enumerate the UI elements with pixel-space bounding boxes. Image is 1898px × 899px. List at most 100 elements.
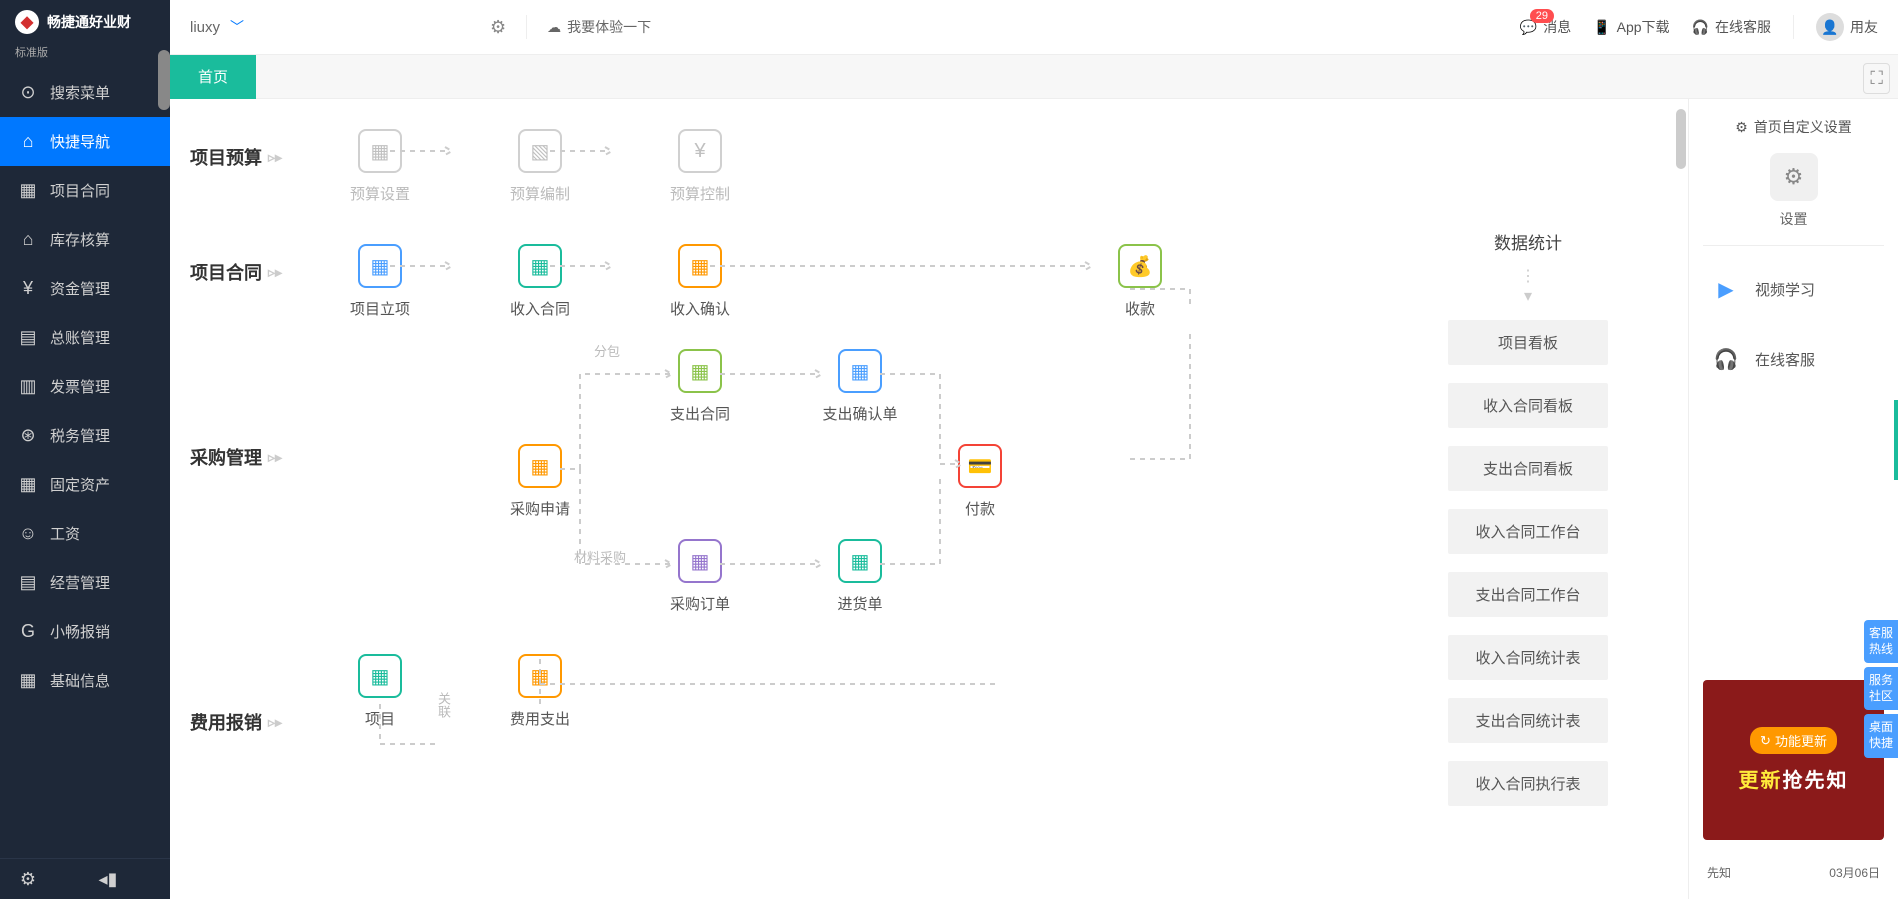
- content-area: 项目预算 ▹▸ ▦ 预算设置 ▧ 预算编制 ¥: [170, 99, 1898, 899]
- node-budget-compile[interactable]: ▧ 预算编制: [460, 129, 620, 204]
- document-icon: ▦: [518, 444, 562, 488]
- app-download-button[interactable]: 📱 App下载: [1593, 17, 1669, 37]
- stats-button-7[interactable]: 收入合同执行表: [1448, 761, 1608, 806]
- node-project-setup[interactable]: ▦ 项目立项: [300, 244, 460, 319]
- headset-icon: 🎧: [1711, 344, 1741, 374]
- wallet-icon: 💳: [958, 444, 1002, 488]
- sidebar-scrollbar[interactable]: [158, 50, 170, 110]
- video-learning-link[interactable]: ▶ 视频学习: [1703, 262, 1884, 316]
- node-receive-payment[interactable]: 💰 收款: [1100, 244, 1180, 319]
- user-profile[interactable]: 👤 用友: [1816, 13, 1878, 41]
- branch-label-guanlian: 关联: [430, 692, 457, 718]
- node-income-confirm[interactable]: ▦ 收入确认: [620, 244, 780, 319]
- stats-button-4[interactable]: 支出合同工作台: [1448, 572, 1608, 617]
- node-purchase-order[interactable]: ▦ 采购订单: [620, 539, 780, 614]
- tabbar: 首页 ⛶: [170, 55, 1898, 99]
- settings-box: ⚙ 设置: [1703, 153, 1884, 229]
- document-icon: ▦: [358, 244, 402, 288]
- section-contract: 项目合同 ▹▸ ▦ 项目立项 ▦ 收入合同 ▦: [190, 244, 1668, 319]
- float-tab-shortcut[interactable]: 桌面快捷: [1864, 714, 1898, 757]
- online-service-link[interactable]: 🎧 在线客服: [1703, 332, 1884, 386]
- node-budget-control[interactable]: ¥ 预算控制: [620, 129, 780, 204]
- main-area: liuxy ﹀ ⚙ ☁ 我要体验一下 💬 29 消息 📱 App下载: [170, 0, 1898, 899]
- gear-icon[interactable]: ⚙: [490, 17, 506, 38]
- float-tab-community[interactable]: 服务社区: [1864, 667, 1898, 710]
- sidebar-item-3[interactable]: ⌂库存核算: [0, 215, 170, 264]
- menu-icon: ▦: [18, 475, 38, 495]
- menu-label: 经营管理: [50, 572, 110, 593]
- node-purchase-apply[interactable]: ▦ 采购申请: [460, 444, 620, 519]
- sidebar-item-2[interactable]: ▦项目合同: [0, 166, 170, 215]
- messages-button[interactable]: 💬 29 消息: [1520, 17, 1571, 37]
- stats-button-1[interactable]: 收入合同看板: [1448, 383, 1608, 428]
- expand-icon[interactable]: ▹▸: [268, 449, 282, 466]
- sidebar-item-8[interactable]: ▦固定资产: [0, 460, 170, 509]
- experience-link[interactable]: ☁ 我要体验一下: [547, 17, 651, 37]
- settings-button[interactable]: ⚙: [1770, 153, 1818, 201]
- menu-icon: ⌂: [18, 132, 38, 152]
- menu-label: 小畅报销: [50, 621, 110, 642]
- sidebar-item-6[interactable]: ▥发票管理: [0, 362, 170, 411]
- stats-button-5[interactable]: 收入合同统计表: [1448, 635, 1608, 680]
- refresh-icon: ↻: [1760, 733, 1771, 749]
- tab-home[interactable]: 首页: [170, 55, 256, 99]
- custom-settings-title: ⚙ 首页自定义设置: [1703, 117, 1884, 137]
- stats-button-2[interactable]: 支出合同看板: [1448, 446, 1608, 491]
- menu-icon: ¥: [18, 279, 38, 299]
- promo-box[interactable]: ↻ 功能更新 更新抢先知: [1703, 680, 1884, 840]
- sidebar-footer: ⚙ ◂▮: [0, 858, 170, 899]
- sidebar-item-5[interactable]: ▤总账管理: [0, 313, 170, 362]
- service-label: 在线客服: [1715, 17, 1771, 37]
- node-expense-contract[interactable]: ▦ 支出合同: [620, 349, 780, 424]
- node-expense-confirm[interactable]: ▦ 支出确认单: [780, 349, 940, 424]
- sidebar-item-4[interactable]: ¥资金管理: [0, 264, 170, 313]
- node-goods-receipt[interactable]: ▦ 进货单: [780, 539, 940, 614]
- sidebar-item-10[interactable]: ▤经营管理: [0, 558, 170, 607]
- document-icon: ▦: [838, 539, 882, 583]
- logo-icon: ◆: [15, 10, 39, 34]
- logo-text: 畅捷通好业财: [47, 12, 131, 32]
- document-icon: ▦: [838, 349, 882, 393]
- sidebar-item-0[interactable]: ⊙搜索菜单: [0, 68, 170, 117]
- workflow-scrollbar[interactable]: [1676, 109, 1686, 169]
- online-service-button[interactable]: 🎧 在线客服: [1692, 17, 1771, 37]
- username-label: 用友: [1850, 17, 1878, 37]
- sidebar-item-12[interactable]: ▦基础信息: [0, 656, 170, 705]
- fullscreen-icon[interactable]: ⛶: [1863, 63, 1890, 94]
- promo-text: 更新抢先知: [1715, 764, 1872, 793]
- float-tab-hotline[interactable]: 客服热线: [1864, 620, 1898, 663]
- node-payment[interactable]: 💳 付款: [940, 444, 1020, 519]
- branch-label-cailiao: 材料采购: [570, 547, 630, 566]
- workflow-canvas: 项目预算 ▹▸ ▦ 预算设置 ▧ 预算编制 ¥: [170, 99, 1688, 899]
- expand-icon[interactable]: ▹▸: [268, 714, 282, 731]
- menu-label: 工资: [50, 523, 80, 544]
- sidebar-item-11[interactable]: G小畅报销: [0, 607, 170, 656]
- expand-icon[interactable]: ▹▸: [268, 149, 282, 166]
- phone-icon: 📱: [1593, 19, 1610, 36]
- sidebar-menu: ⊙搜索菜单⌂快捷导航▦项目合同⌂库存核算¥资金管理▤总账管理▥发票管理⊛税务管理…: [0, 68, 170, 858]
- document-icon: ▦: [358, 654, 402, 698]
- user-selector[interactable]: liuxy ﹀: [190, 17, 470, 37]
- expand-icon[interactable]: ▹▸: [268, 264, 282, 281]
- stats-title: 数据统计: [1448, 229, 1608, 254]
- stats-button-6[interactable]: 支出合同统计表: [1448, 698, 1608, 743]
- gear-icon: ⚙: [1735, 119, 1748, 136]
- settings-label: 设置: [1780, 209, 1808, 229]
- node-budget-setting[interactable]: ▦ 预算设置: [300, 129, 460, 204]
- menu-icon: ⊛: [18, 426, 38, 446]
- sidebar-item-9[interactable]: ☺工资: [0, 509, 170, 558]
- document-icon: ▦: [678, 539, 722, 583]
- collapse-icon[interactable]: ◂▮: [98, 869, 118, 889]
- node-income-contract[interactable]: ▦ 收入合同: [460, 244, 620, 319]
- stats-panel: 数据统计 ⋮▾ 项目看板收入合同看板支出合同看板收入合同工作台支出合同工作台收入…: [1448, 229, 1608, 806]
- video-icon: ▶: [1711, 274, 1741, 304]
- document-icon: ▦: [358, 129, 402, 173]
- sidebar-item-7[interactable]: ⊛税务管理: [0, 411, 170, 460]
- menu-label: 库存核算: [50, 229, 110, 250]
- document-icon: ▦: [518, 654, 562, 698]
- node-expense-out[interactable]: ▦ 费用支出: [460, 654, 620, 729]
- settings-icon[interactable]: ⚙: [18, 869, 38, 889]
- stats-button-3[interactable]: 收入合同工作台: [1448, 509, 1608, 554]
- stats-button-0[interactable]: 项目看板: [1448, 320, 1608, 365]
- sidebar-item-1[interactable]: ⌂快捷导航: [0, 117, 170, 166]
